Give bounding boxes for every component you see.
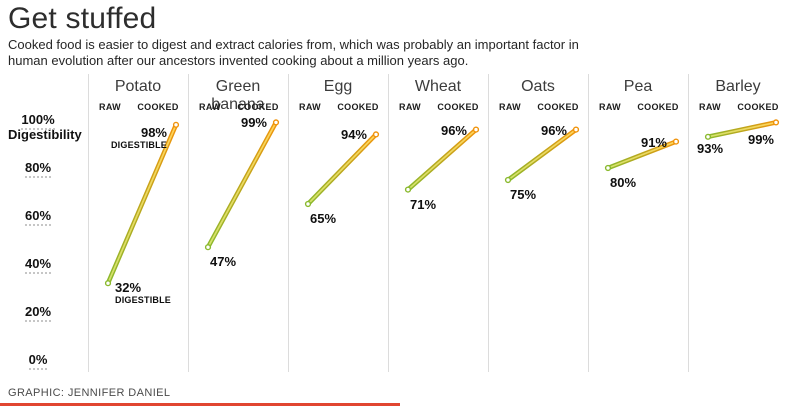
column-separator: [188, 74, 189, 372]
cooked-header: COOKED: [137, 102, 179, 112]
column-separator: [488, 74, 489, 372]
value-text: 96%: [540, 122, 567, 138]
y-tick-text: 0%: [28, 352, 48, 370]
raw-header: RAW: [399, 102, 421, 112]
page-title: Get stuffed: [8, 2, 157, 35]
value-text: 99%: [240, 115, 267, 131]
slope-line: [405, 127, 479, 192]
raw-value-label: 32% DIGESTIBLE: [115, 281, 171, 305]
value-text: 75%: [510, 187, 537, 202]
slope-line: [205, 120, 279, 250]
endpoint-dot: [372, 131, 380, 138]
bottom-accent-rule: [0, 403, 400, 406]
value-text: 80%: [610, 175, 637, 190]
y-tick-text: 60%: [24, 208, 52, 226]
column-title-oats: Oats: [521, 78, 555, 95]
slope-line: [207, 121, 277, 249]
endpoint-dot: [472, 126, 480, 133]
value-text: 94%: [340, 127, 367, 143]
y-tick-text: 40%: [24, 256, 52, 274]
cooked-header: COOKED: [537, 102, 579, 112]
raw-value-label: 47%: [210, 255, 236, 268]
endpoint-dot: [672, 138, 680, 145]
endpoint-dot: [272, 119, 280, 126]
endpoint-dot: [604, 164, 612, 172]
column-title-potato: Potato: [114, 78, 162, 95]
raw-header: RAW: [299, 102, 321, 112]
page-subtitle: Cooked food is easier to digest and extr…: [8, 37, 579, 68]
column-separator: [688, 74, 689, 372]
cooked-header: COOKED: [437, 102, 479, 112]
column-separator: [588, 74, 589, 372]
column-separator: [388, 74, 389, 372]
column-title-green-banana: Green banana: [211, 78, 265, 113]
cooked-value-label: 91%: [641, 136, 667, 149]
y-tick-text: 100%: [21, 112, 55, 130]
cooked-header: COOKED: [337, 102, 379, 112]
raw-value-label: 75%: [510, 188, 536, 201]
endpoint-dot: [704, 133, 712, 140]
y-tick-label: 20%: [8, 304, 68, 322]
y-tick-label: 40%: [8, 256, 68, 274]
value-text: 93%: [697, 140, 724, 156]
value-text: 96%: [440, 122, 467, 138]
column-title-pea: Pea: [623, 78, 653, 95]
value-text: 71%: [410, 196, 437, 212]
endpoint-dot: [404, 186, 412, 193]
raw-header: RAW: [499, 102, 521, 112]
cooked-value-label: 96%: [541, 124, 567, 137]
y-axis-title: Digestibility: [8, 127, 82, 142]
endpoint-dot: [204, 244, 212, 251]
y-tick-label: 100%: [8, 112, 68, 130]
raw-header: RAW: [99, 102, 121, 112]
y-tick-label: 60%: [8, 208, 68, 226]
endpoint-dot: [104, 280, 112, 287]
endpoint-dot: [572, 126, 580, 133]
slope-line: [407, 128, 477, 191]
digestible-sublabel: DIGESTIBLE: [110, 139, 167, 150]
slope-line: [305, 132, 379, 207]
raw-header: RAW: [199, 102, 221, 112]
endpoint-dot: [304, 200, 312, 208]
cooked-header: COOKED: [637, 102, 679, 112]
slope-line: [307, 133, 377, 205]
column-title-barley: Barley: [715, 78, 761, 95]
raw-header: RAW: [599, 102, 621, 112]
column-separator: [88, 74, 89, 372]
value-text: 47%: [210, 254, 237, 270]
cooked-value-label: 96%: [441, 124, 467, 137]
cooked-header: COOKED: [737, 102, 779, 112]
raw-value-label: 80%: [610, 176, 636, 189]
column-title-wheat: Wheat: [414, 78, 462, 95]
endpoint-dot: [504, 176, 512, 184]
raw-value-label: 71%: [410, 198, 436, 211]
value-text: 65%: [310, 211, 337, 226]
y-tick-text: 20%: [24, 304, 52, 322]
endpoint-dot: [172, 121, 180, 128]
y-tick-label: 0%: [8, 352, 68, 370]
raw-value-label: 93%: [697, 142, 723, 155]
value-text: 32%: [115, 280, 142, 296]
column-separator: [288, 74, 289, 372]
endpoint-dot: [772, 119, 780, 126]
cooked-value-label: 99%: [241, 116, 267, 129]
column-title-egg: Egg: [323, 78, 353, 95]
raw-header: RAW: [699, 102, 721, 112]
cooked-value-label: 98% DIGESTIBLE: [111, 126, 167, 150]
y-tick-text: 80%: [24, 160, 52, 178]
value-text: 98%: [140, 124, 167, 140]
y-tick-label: 80%: [8, 160, 68, 178]
value-text: 91%: [640, 134, 667, 150]
graphic-credit: GRAPHIC: JENNIFER DANIEL: [8, 387, 171, 399]
cooked-value-label: 99%: [748, 133, 774, 146]
digestible-sublabel: DIGESTIBLE: [115, 295, 172, 306]
raw-value-label: 65%: [310, 212, 336, 225]
cooked-header: COOKED: [237, 102, 279, 112]
cooked-value-label: 94%: [341, 128, 367, 141]
value-text: 99%: [747, 132, 774, 148]
